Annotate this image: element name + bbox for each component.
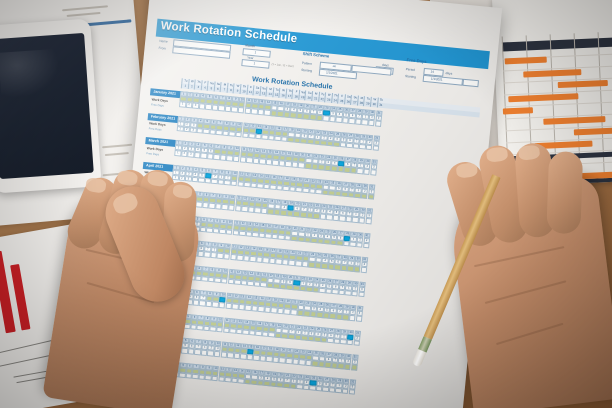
tablet-device bbox=[0, 18, 102, 194]
gantt-bar bbox=[543, 116, 606, 125]
free-days-days-label: days bbox=[445, 70, 453, 76]
free-starting-value: 1/1/2021 bbox=[430, 76, 443, 83]
gantt-bar bbox=[573, 127, 612, 136]
free-days-label: Free Days bbox=[406, 57, 427, 65]
year-value: 1 bbox=[253, 61, 256, 66]
screen-glare bbox=[0, 48, 62, 99]
gantt-header-bar bbox=[501, 37, 612, 52]
schedule-cell[interactable] bbox=[348, 388, 356, 395]
schedule-cell[interactable] bbox=[360, 267, 368, 273]
free-starting-label: Starting bbox=[404, 74, 417, 80]
free-days-label-row: Free Days bbox=[148, 126, 162, 132]
free-days-label-row: Free Days bbox=[150, 101, 165, 108]
schedule-cell[interactable] bbox=[367, 193, 375, 200]
shift-starting-value: 1/1/2021 bbox=[325, 70, 338, 76]
free-extra[interactable] bbox=[462, 78, 479, 88]
schedule-cell[interactable] bbox=[374, 120, 382, 127]
schedule-cell[interactable] bbox=[369, 169, 377, 176]
month-name: January 2021 bbox=[153, 89, 177, 96]
schedule-cell[interactable] bbox=[350, 364, 358, 371]
year-input[interactable]: 1 bbox=[241, 59, 270, 69]
schedule-cell[interactable] bbox=[355, 315, 363, 322]
schedule-cell[interactable] bbox=[357, 291, 365, 298]
shift-starting-label: Starting bbox=[300, 67, 313, 73]
schedule-cell[interactable] bbox=[364, 218, 373, 225]
from-label: From bbox=[158, 45, 167, 51]
pattern-value: on bbox=[332, 64, 337, 69]
month-name: April 2021 bbox=[145, 162, 164, 169]
month-hint: (1 = Jan, 12 = Dec) bbox=[271, 62, 294, 69]
pattern-label: Pattern bbox=[301, 60, 313, 66]
month-name: February 2021 bbox=[150, 114, 176, 121]
free-starting-input[interactable]: 1/1/2021 bbox=[422, 74, 464, 86]
day-cell: 31 bbox=[376, 102, 385, 109]
right-hand bbox=[442, 142, 612, 408]
schedule-cell[interactable] bbox=[362, 242, 370, 249]
month-name: March 2021 bbox=[148, 138, 169, 145]
schedule-cell[interactable] bbox=[372, 145, 380, 151]
month-value: 1 bbox=[254, 50, 257, 55]
period-label: Period bbox=[405, 67, 416, 72]
period-value: 14 bbox=[430, 69, 435, 75]
gantt-bar bbox=[523, 69, 582, 78]
name-label: Name bbox=[159, 38, 168, 44]
schedule-cell[interactable] bbox=[353, 340, 361, 346]
free-days-label-row: Free Days bbox=[146, 150, 160, 156]
gantt-bar bbox=[504, 56, 547, 65]
